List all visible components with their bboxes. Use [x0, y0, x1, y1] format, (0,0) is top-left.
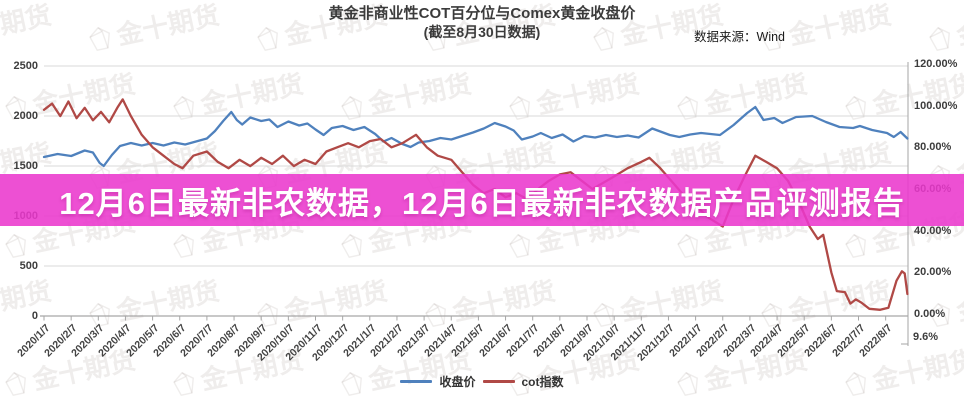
legend-swatch-cot-index: [482, 379, 515, 383]
promo-banner-overlay: 12月6日最新非农数据，12月6日最新非农数据产品评测报告: [0, 174, 964, 226]
data-source-label: 数据来源：: [694, 30, 757, 44]
cot-last-value-label: 9.6%: [913, 331, 939, 343]
close-price-line: [42, 105, 909, 168]
chart-title: 黄金非商业性COT百分位与Comex黄金收盘价 (截至8月30日数据): [0, 4, 964, 41]
data-source: 数据来源：Wind: [694, 26, 785, 45]
data-source-value: Wind: [756, 30, 785, 44]
chart-title-line2: (截至8月30日数据): [423, 24, 541, 40]
chart-legend: 收盘价 cot指数: [0, 373, 964, 389]
chart-title-line1: 黄金非商业性COT百分位与Comex黄金收盘价: [328, 5, 636, 22]
promo-banner-text: 12月6日最新非农数据，12月6日最新非农数据产品评测报告: [59, 185, 905, 221]
legend-label-cot-index: cot指数: [521, 374, 564, 389]
legend-swatch-close-price: [400, 379, 433, 383]
legend-label-close-price: 收盘价: [439, 374, 476, 389]
